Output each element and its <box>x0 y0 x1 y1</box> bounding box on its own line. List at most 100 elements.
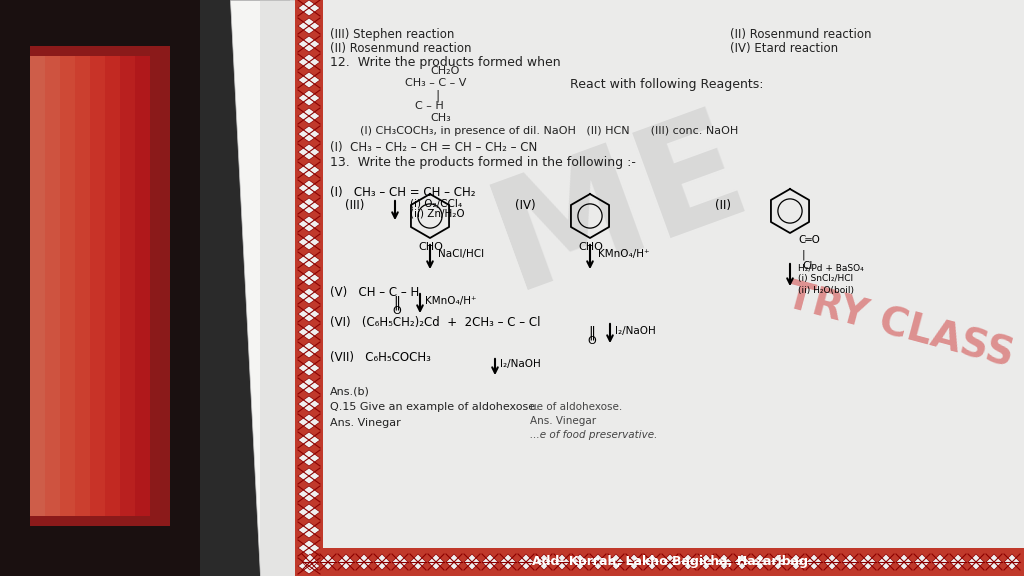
FancyBboxPatch shape <box>30 46 170 526</box>
Polygon shape <box>500 554 516 570</box>
FancyBboxPatch shape <box>0 0 200 576</box>
Polygon shape <box>698 554 714 570</box>
Polygon shape <box>298 468 319 484</box>
FancyBboxPatch shape <box>290 0 1024 576</box>
Polygon shape <box>428 554 444 570</box>
Text: React with following Reagents:: React with following Reagents: <box>570 78 764 91</box>
Polygon shape <box>298 378 319 394</box>
Polygon shape <box>842 554 858 570</box>
Polygon shape <box>806 554 822 570</box>
Polygon shape <box>298 36 319 52</box>
Text: CH₂O: CH₂O <box>430 66 460 76</box>
FancyBboxPatch shape <box>295 548 1024 576</box>
FancyBboxPatch shape <box>30 56 45 516</box>
Polygon shape <box>590 554 606 570</box>
Polygon shape <box>356 554 372 570</box>
Text: (i) SnCl₂/HCl: (i) SnCl₂/HCl <box>798 275 853 283</box>
Text: (IV) Etard reaction: (IV) Etard reaction <box>730 42 838 55</box>
Text: Add- Korrah, Lakho Bagicha, Hazaribag: Add- Korrah, Lakho Bagicha, Hazaribag <box>532 555 808 569</box>
Text: (ii) H₂O(boil): (ii) H₂O(boil) <box>798 286 854 294</box>
Polygon shape <box>298 162 319 178</box>
Polygon shape <box>518 554 534 570</box>
Polygon shape <box>298 252 319 268</box>
Polygon shape <box>298 306 319 322</box>
Polygon shape <box>298 198 319 214</box>
Polygon shape <box>680 554 696 570</box>
Text: Ans. Vinegar: Ans. Vinegar <box>530 416 596 426</box>
Polygon shape <box>608 554 624 570</box>
Polygon shape <box>716 554 732 570</box>
Polygon shape <box>298 522 319 538</box>
Text: 12.  Write the products formed when: 12. Write the products formed when <box>330 56 560 69</box>
Text: 13.  Write the products formed in the following :-: 13. Write the products formed in the fol… <box>330 156 636 169</box>
FancyBboxPatch shape <box>90 56 105 516</box>
Polygon shape <box>298 216 319 232</box>
Text: Cl: Cl <box>802 261 812 271</box>
Polygon shape <box>374 554 390 570</box>
FancyBboxPatch shape <box>295 0 323 576</box>
Polygon shape <box>446 554 462 570</box>
Polygon shape <box>298 342 319 358</box>
Polygon shape <box>338 554 354 570</box>
Text: (i) O₂/CCl₄: (i) O₂/CCl₄ <box>410 198 462 208</box>
Text: Q.15 Give an example of aldohexose.: Q.15 Give an example of aldohexose. <box>330 402 539 412</box>
Polygon shape <box>662 554 678 570</box>
Polygon shape <box>572 554 588 570</box>
Text: H₂/Pd + BaSO₄: H₂/Pd + BaSO₄ <box>798 263 864 272</box>
Text: Ans.(b): Ans.(b) <box>330 386 370 396</box>
Text: TRY CLASS: TRY CLASS <box>782 278 1018 374</box>
Polygon shape <box>298 396 319 412</box>
Text: (ii) Zn/H₂O: (ii) Zn/H₂O <box>410 208 465 218</box>
Polygon shape <box>298 360 319 376</box>
Polygon shape <box>298 72 319 88</box>
Polygon shape <box>298 270 319 286</box>
Text: (VI)   (C₆H₅CH₂)₂Cd  +  2CH₃ – C – Cl: (VI) (C₆H₅CH₂)₂Cd + 2CH₃ – C – Cl <box>330 316 541 329</box>
Polygon shape <box>295 0 1024 576</box>
Text: (I)   CH₃ – CH = CH – CH₂: (I) CH₃ – CH = CH – CH₂ <box>330 186 475 199</box>
Polygon shape <box>298 18 319 34</box>
Text: (I) CH₃COCH₃, in presence of dil. NaOH   (II) HCN      (III) conc. NaOH: (I) CH₃COCH₃, in presence of dil. NaOH (… <box>360 126 738 136</box>
Polygon shape <box>298 504 319 520</box>
Text: ue of aldohexose.: ue of aldohexose. <box>530 402 623 412</box>
Polygon shape <box>950 554 966 570</box>
Text: ‖: ‖ <box>393 295 400 309</box>
Polygon shape <box>319 554 336 570</box>
Text: |: | <box>802 249 806 260</box>
Polygon shape <box>230 0 295 576</box>
Polygon shape <box>298 540 319 556</box>
Polygon shape <box>298 180 319 196</box>
FancyBboxPatch shape <box>60 56 75 516</box>
Text: (II) Rosenmund reaction: (II) Rosenmund reaction <box>330 42 471 55</box>
Text: O: O <box>587 336 596 346</box>
Text: CHO: CHO <box>418 242 442 252</box>
FancyBboxPatch shape <box>45 56 60 516</box>
Polygon shape <box>298 414 319 430</box>
Text: CH₃: CH₃ <box>430 113 451 123</box>
Text: (IV): (IV) <box>515 199 536 213</box>
Text: I₂/NaOH: I₂/NaOH <box>500 359 541 369</box>
Text: CH₃ – C – V: CH₃ – C – V <box>406 78 466 88</box>
Polygon shape <box>734 554 750 570</box>
Polygon shape <box>752 554 768 570</box>
Text: (II): (II) <box>715 199 731 213</box>
Text: (III): (III) <box>345 199 365 213</box>
Polygon shape <box>770 554 786 570</box>
Text: |: | <box>435 90 439 103</box>
Polygon shape <box>298 288 319 304</box>
Polygon shape <box>298 108 319 124</box>
Text: ME: ME <box>474 92 766 320</box>
FancyBboxPatch shape <box>135 56 150 516</box>
Text: (VII)   C₆H₅COCH₃: (VII) C₆H₅COCH₃ <box>330 351 431 364</box>
Polygon shape <box>482 554 498 570</box>
Polygon shape <box>986 554 1002 570</box>
Polygon shape <box>860 554 876 570</box>
Text: (I)  CH₃ – CH₂ – CH = CH – CH₂ – CN: (I) CH₃ – CH₂ – CH = CH – CH₂ – CN <box>330 141 538 154</box>
Polygon shape <box>410 554 426 570</box>
Polygon shape <box>298 90 319 106</box>
Text: (III) Stephen reaction: (III) Stephen reaction <box>330 28 455 41</box>
Text: KMnO₄/H⁺: KMnO₄/H⁺ <box>425 296 476 306</box>
Polygon shape <box>554 554 570 570</box>
FancyBboxPatch shape <box>105 56 120 516</box>
Polygon shape <box>644 554 660 570</box>
Polygon shape <box>914 554 930 570</box>
